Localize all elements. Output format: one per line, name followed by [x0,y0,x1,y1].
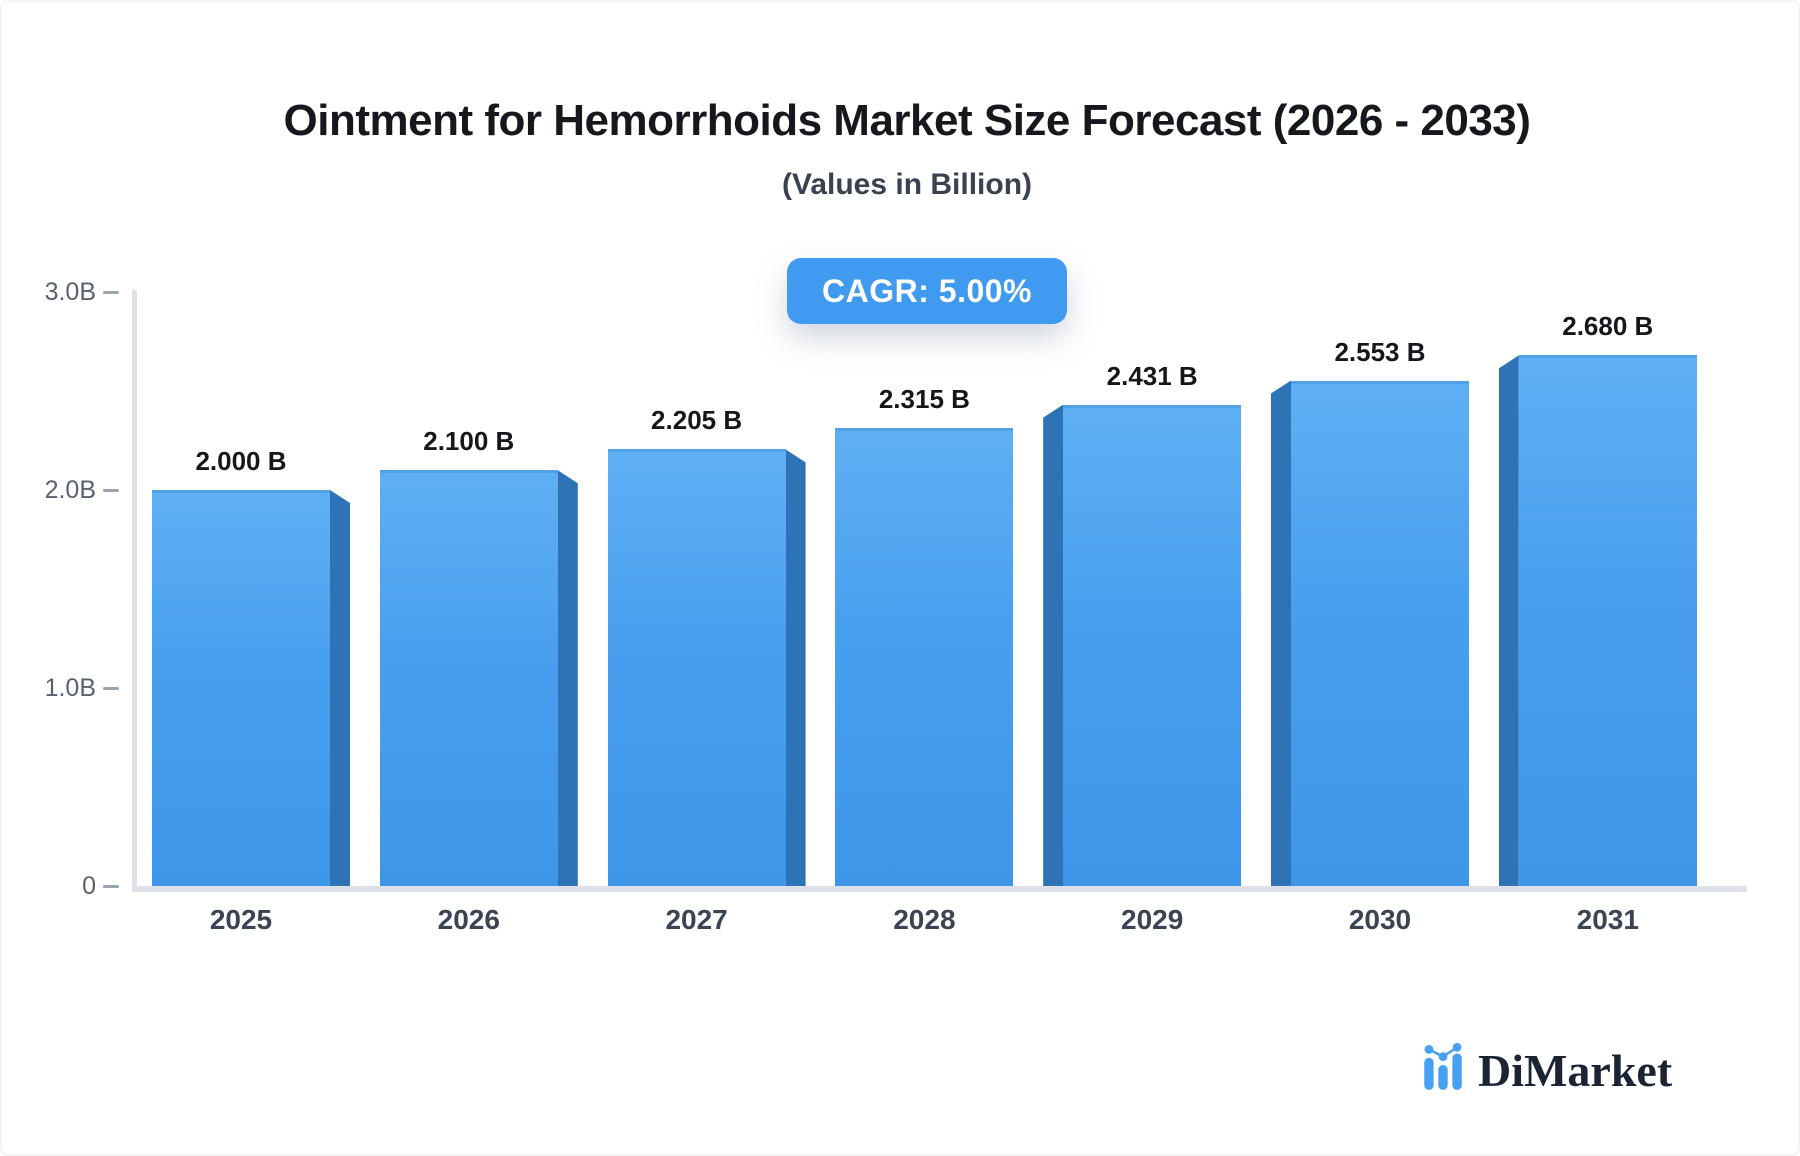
x-tick-label: 2028 [893,904,956,935]
cagr-badge: CAGR: 5.00% [787,258,1067,324]
bar-value-label: 2.680 B [1562,311,1654,342]
bar-3d-side [557,470,578,886]
bar [152,490,330,886]
bar [1518,355,1697,886]
bar-value-label: 2.100 B [423,426,515,457]
x-tick-label: 2029 [1121,904,1184,935]
bar-value-label: 2.205 B [651,405,743,436]
x-tick-label: 2026 [437,904,500,935]
y-axis [132,290,137,892]
x-tick-label: 2027 [665,904,728,935]
bar [1291,380,1469,886]
bar [835,427,1014,886]
chart-subtitle: (Values in Billion) [781,168,1033,201]
y-tick-label: 3.0B [44,278,96,306]
bar-value-label: 2.553 B [1334,336,1426,367]
x-tick-label: 2030 [1348,904,1412,935]
cagr-badge-label: CAGR: 5.00% [822,272,1032,309]
bar-3d-side [785,449,806,886]
bar-value-label: 2.000 B [195,446,287,476]
bar-value-label: 2.315 B [878,383,970,414]
bar-3d-side [1498,355,1519,886]
y-tick-label: 0 [82,872,96,900]
bar-3d-side [1271,380,1291,886]
y-tick-mark [103,488,119,492]
y-tick-label: 1.0B [44,674,96,702]
y-tick-mark [103,290,119,294]
y-tick-mark [103,686,119,690]
logo-chart-icon [1424,1042,1462,1090]
logo-wordmark: DiMarket [1478,1045,1673,1096]
chart-title: Ointment for Hemorrhoids Market Size For… [283,96,1531,145]
y-tick-label: 2.0B [44,476,96,504]
bar-value-label: 2.431 B [1106,360,1198,391]
x-axis [132,886,1747,892]
bar-3d-side [1043,404,1064,886]
y-tick-mark [103,884,119,888]
x-tick-label: 2031 [1576,904,1639,935]
bar [1063,404,1242,886]
bar-3d-side [330,490,350,886]
brand-logo: DiMarket [1422,1040,1672,1094]
bar [379,470,558,886]
x-tick-label: 2025 [209,904,273,935]
bar [607,449,786,886]
